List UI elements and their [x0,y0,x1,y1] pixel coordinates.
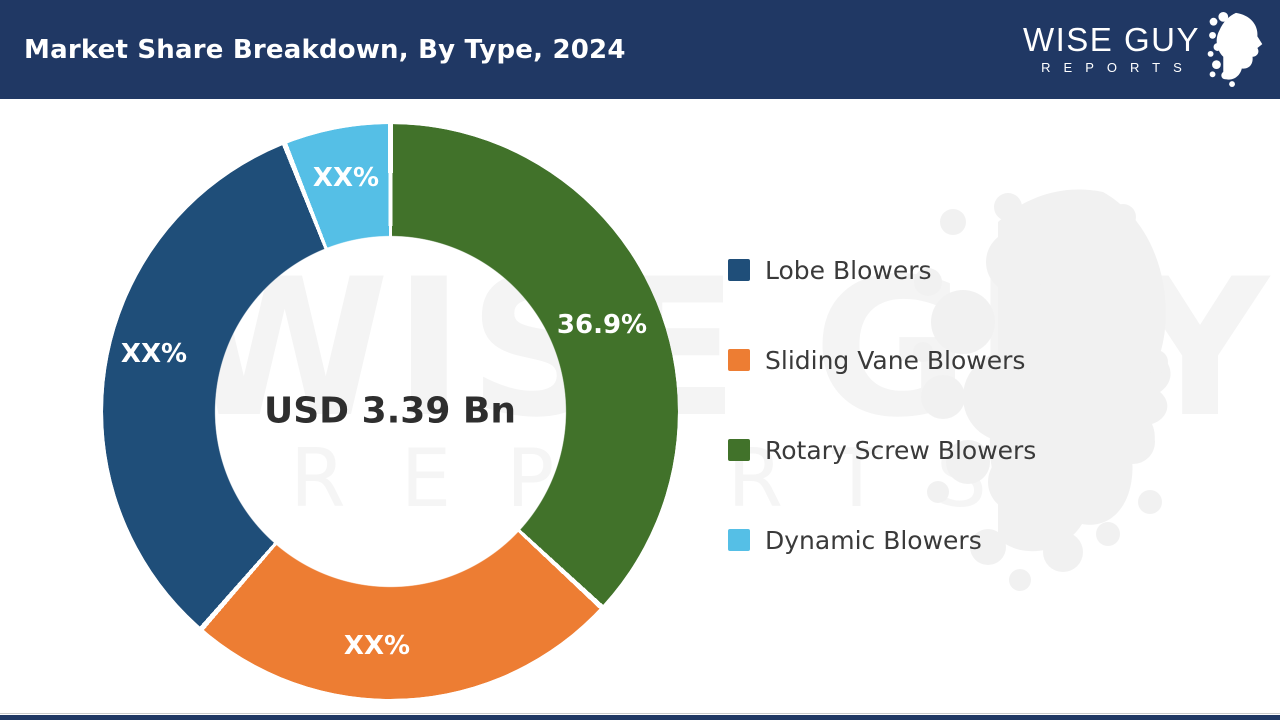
legend-swatch-rotary-screw [728,439,750,461]
legend-swatch-dynamic [728,529,750,551]
logo-text-primary: WISE GUY [1022,21,1200,59]
logo-text-secondary: REPORTS [1041,59,1195,75]
page-title: Market Share Breakdown, By Type, 2024 [24,34,626,65]
segment-label-rotary-screw: 36.9% [556,310,648,340]
legend-label-rotary-screw: Rotary Screw Blowers [765,435,1037,465]
legend-label-sliding-vane: Sliding Vane Blowers [765,345,1026,375]
donut-chart-ring [103,124,678,699]
legend-label-dynamic: Dynamic Blowers [765,525,982,555]
legend-item-dynamic: Dynamic Blowers [728,525,1036,555]
legend-item-lobe: Lobe Blowers [728,255,1036,285]
chart-legend: Lobe Blowers Sliding Vane Blowers Rotary… [728,255,1036,615]
donut-center-value: USD 3.39 Bn [264,390,516,432]
legend-label-lobe: Lobe Blowers [765,255,932,285]
legend-swatch-sliding-vane [728,349,750,371]
legend-item-sliding-vane: Sliding Vane Blowers [728,345,1036,375]
segment-label-lobe: XX% [120,339,188,369]
legend-item-rotary-screw: Rotary Screw Blowers [728,435,1036,465]
wise-guy-logo: WISE GUY REPORTS [1023,10,1264,88]
logo-text: WISE GUY REPORTS [1023,23,1200,75]
header: Market Share Breakdown, By Type, 2024 WI… [0,0,1280,99]
footer-divider-line [0,713,1280,714]
segment-label-dynamic: XX% [312,163,380,193]
logo-face-icon [1207,11,1263,88]
legend-swatch-lobe [728,259,750,281]
watermark-face-dots [913,189,1171,591]
footer-accent-bar [0,715,1280,720]
segment-label-sliding-vane: XX% [343,631,411,661]
